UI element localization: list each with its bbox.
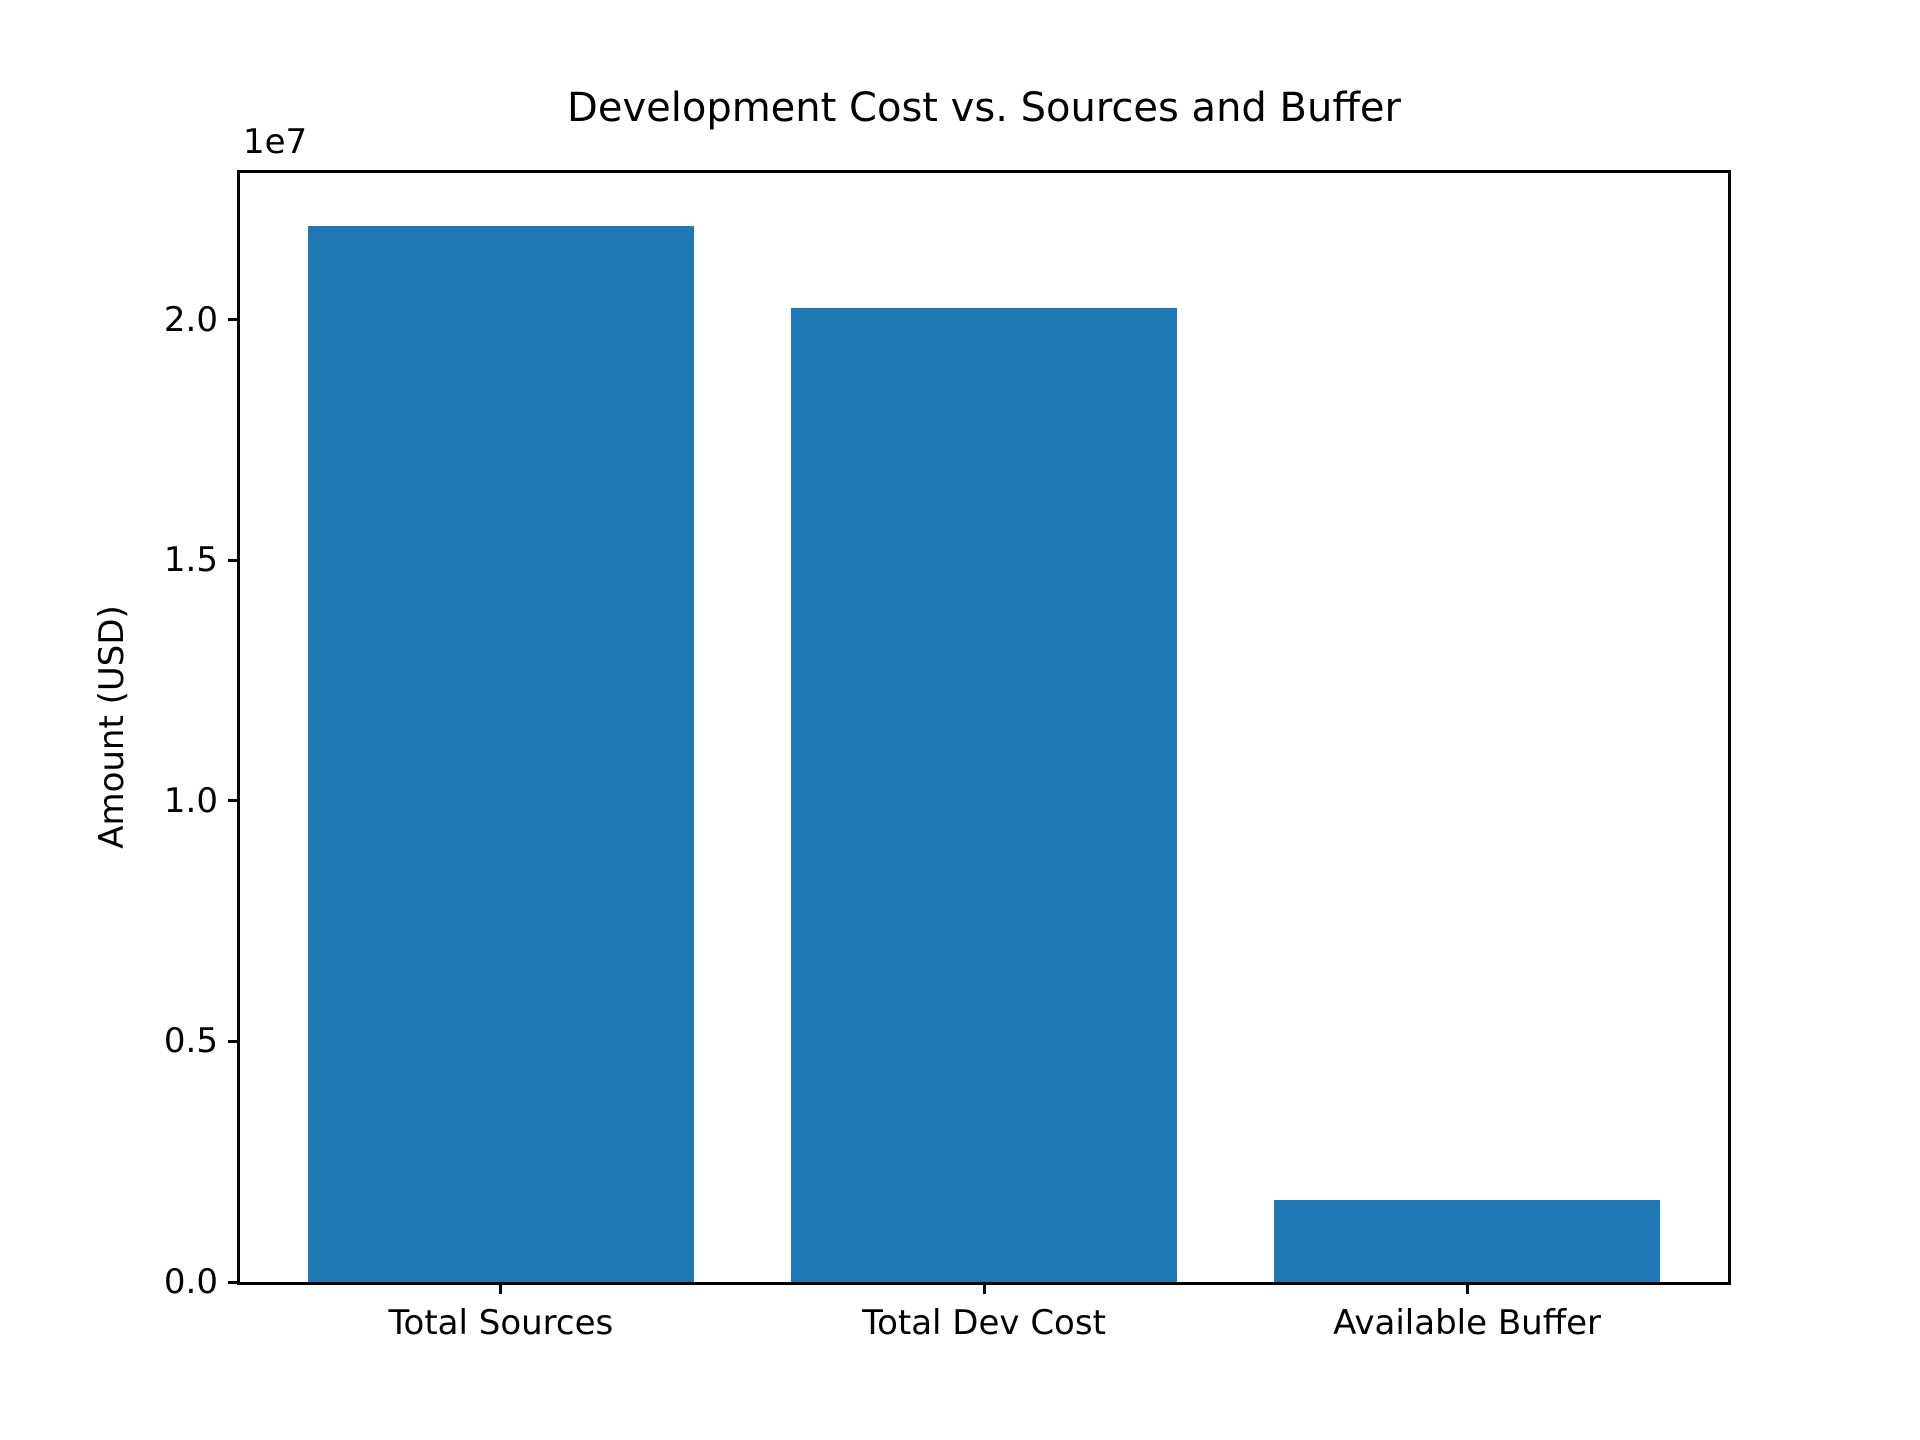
y-tick-label: 2.0: [163, 299, 218, 340]
x-tick-mark: [982, 1282, 986, 1294]
bar-available-buffer: [1273, 1200, 1661, 1282]
y-tick-mark: [228, 558, 240, 562]
y-tick-label: 1.5: [163, 540, 218, 581]
y-tick-mark: [228, 799, 240, 803]
y-tick-mark: [228, 1280, 240, 1284]
y-tick-label: 0.5: [163, 1021, 218, 1062]
x-tick-label: Total Sources: [388, 1303, 614, 1343]
x-tick-label: Available Buffer: [1333, 1303, 1602, 1343]
x-tick-mark: [499, 1282, 503, 1294]
x-tick-label: Total Dev Cost: [862, 1303, 1106, 1343]
y-axis-scale-offset-text: 1e7: [243, 122, 308, 162]
bar-total-sources: [307, 225, 695, 1282]
y-tick-mark: [228, 1039, 240, 1043]
y-tick-mark: [228, 318, 240, 322]
y-tick-label: 0.0: [163, 1262, 218, 1302]
bar-total-dev-cost: [790, 307, 1178, 1282]
y-tick-label: 1.0: [163, 780, 218, 821]
chart-title: Development Cost vs. Sources and Buffer: [567, 85, 1401, 131]
x-tick-mark: [1465, 1282, 1469, 1294]
plot-area: [237, 170, 1731, 1285]
